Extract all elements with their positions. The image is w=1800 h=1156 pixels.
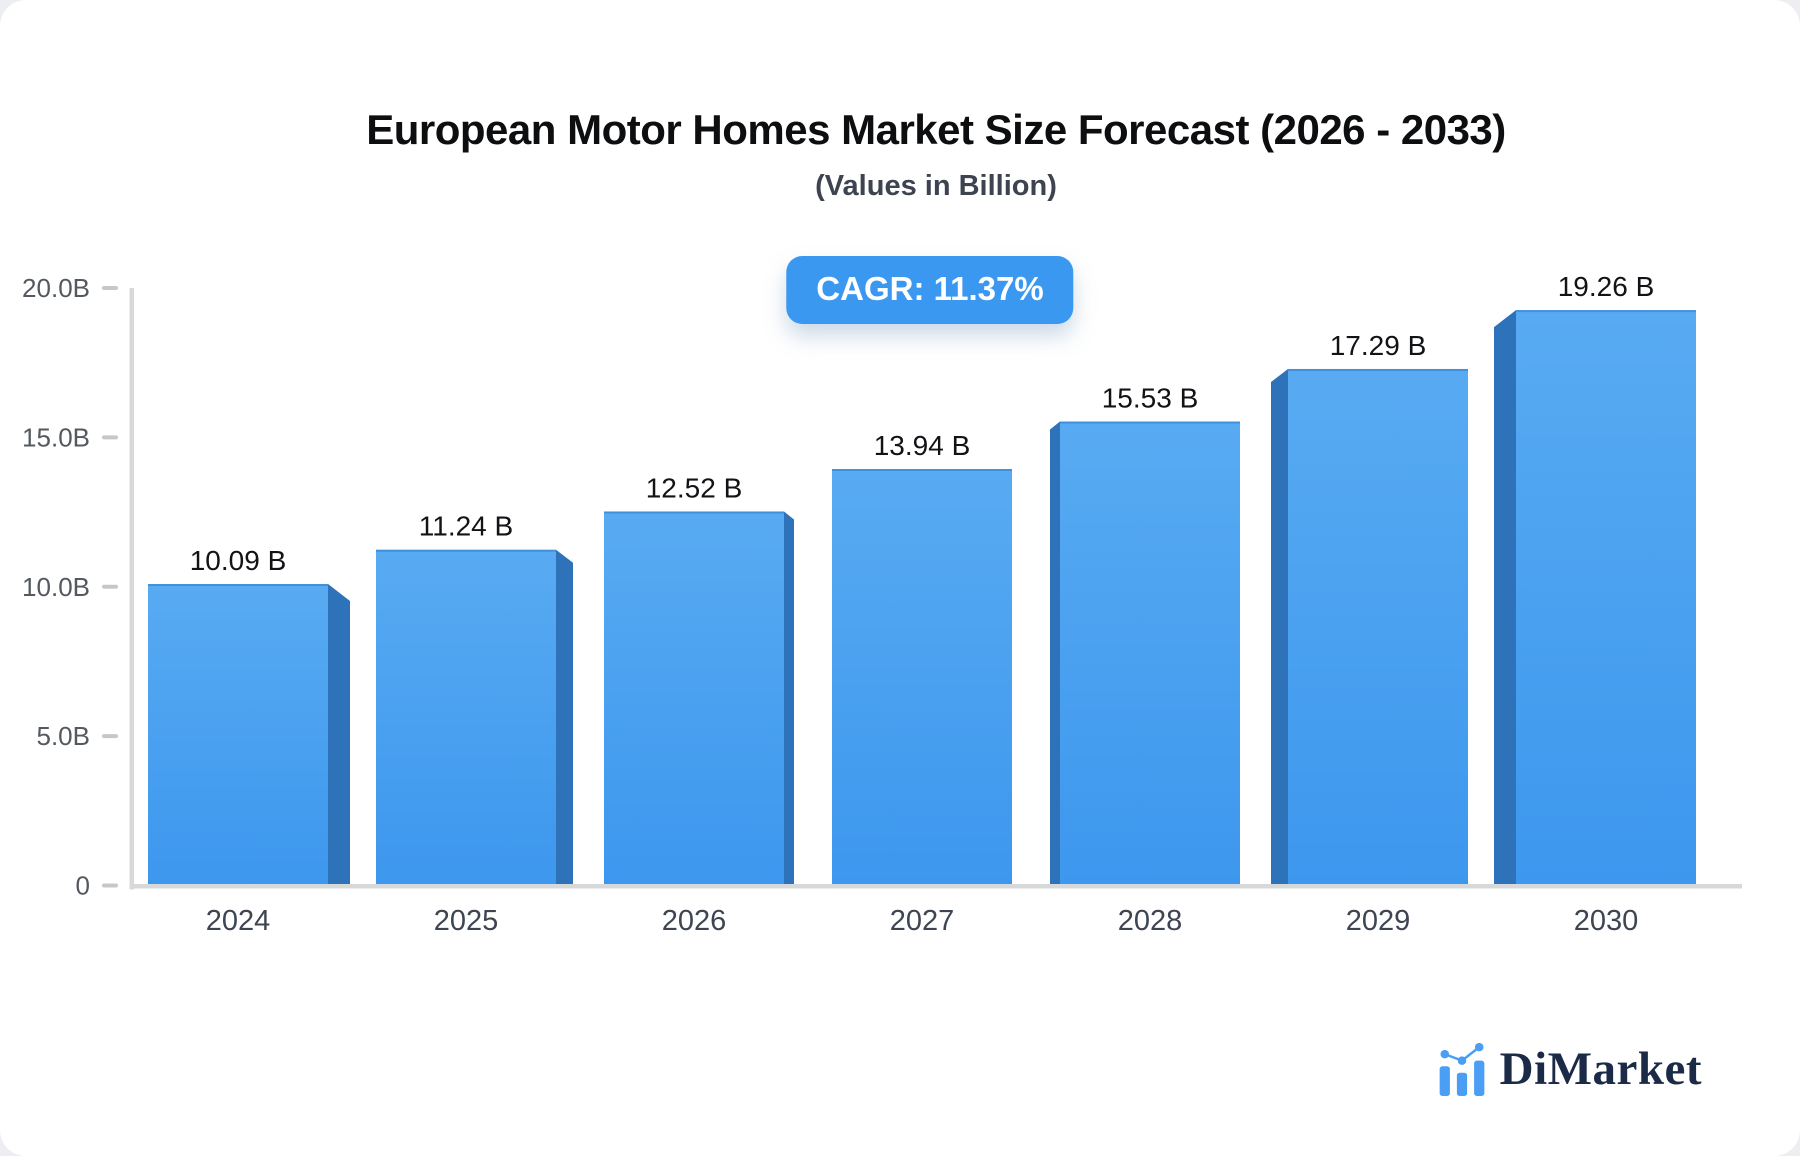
bar-value-label: 11.24 B xyxy=(419,511,513,542)
bar-value-label: 13.94 B xyxy=(874,430,971,461)
bar-value-label: 19.26 B xyxy=(1558,271,1655,302)
x-tick-label: 2028 xyxy=(1118,905,1183,937)
x-tick-label: 2025 xyxy=(434,905,499,937)
cagr-badge: CAGR: 11.37% xyxy=(786,256,1074,324)
chart-title: European Motor Homes Market Size Forecas… xyxy=(366,106,1506,153)
x-tick-label: 2024 xyxy=(206,905,271,937)
bar-side-2029 xyxy=(1271,368,1288,886)
y-tick-label: 15.0B xyxy=(22,422,90,452)
y-tick-label: 0 xyxy=(76,871,90,901)
bar-side-2030 xyxy=(1494,310,1516,886)
bar-2026 xyxy=(604,511,784,886)
dimarket-logo: DiMarket xyxy=(1437,1042,1702,1096)
bar-2027 xyxy=(832,469,1012,886)
y-tick-label: 10.0B xyxy=(22,572,90,602)
dimarket-logo-icon xyxy=(1439,1042,1484,1096)
bar-value-label: 12.52 B xyxy=(646,472,743,503)
bar-2029 xyxy=(1288,368,1468,886)
x-tick-label: 2030 xyxy=(1574,905,1639,937)
bar-side-2024 xyxy=(328,584,350,886)
bar-value-label: 10.09 B xyxy=(190,545,287,576)
chart-subtitle: (Values in Billion) xyxy=(815,170,1057,202)
bar-2028 xyxy=(1060,421,1240,886)
bar-2030 xyxy=(1516,310,1696,886)
y-tick-label: 20.0B xyxy=(22,273,90,303)
bar-value-label: 15.53 B xyxy=(1102,383,1199,414)
bar-2025 xyxy=(376,549,556,886)
bar-2024 xyxy=(148,584,328,886)
bar-value-label: 17.29 B xyxy=(1330,330,1427,361)
y-tick-mark xyxy=(102,286,118,290)
y-axis-line xyxy=(129,288,134,890)
dimarket-logo-text: DiMarket xyxy=(1499,1042,1702,1095)
y-tick-mark xyxy=(102,734,118,739)
x-axis-line xyxy=(129,884,1742,889)
y-tick-mark xyxy=(102,435,118,440)
bar-side-2025 xyxy=(556,549,573,886)
y-tick-label: 5.0B xyxy=(37,721,91,751)
bar-side-2026 xyxy=(784,511,794,886)
x-tick-label: 2027 xyxy=(890,905,955,937)
bar-side-2028 xyxy=(1050,421,1060,886)
x-tick-label: 2026 xyxy=(662,905,727,937)
y-tick-mark xyxy=(102,584,118,589)
y-tick-mark xyxy=(102,883,118,888)
x-tick-label: 2029 xyxy=(1346,905,1411,937)
cagr-badge-label: CAGR: 11.37% xyxy=(816,270,1044,307)
